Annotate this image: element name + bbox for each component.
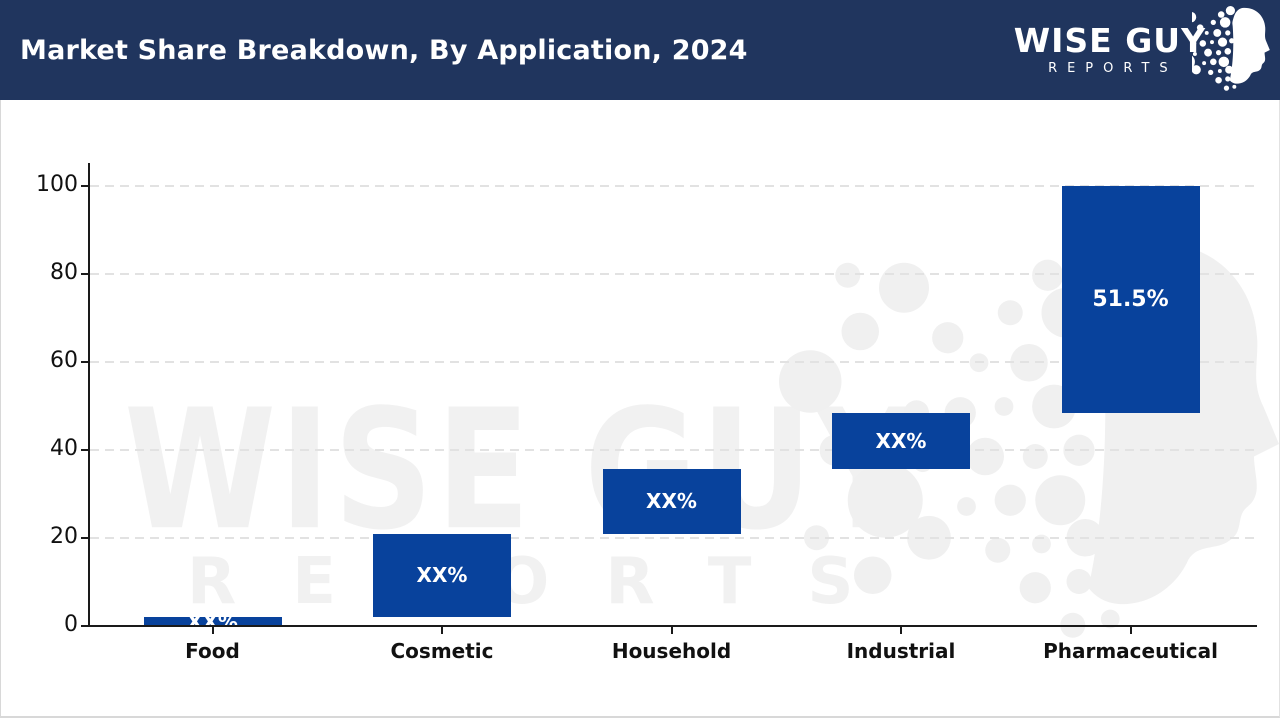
- y-tick: [81, 361, 89, 363]
- watermark-subtext: REPORTS: [187, 545, 910, 619]
- gridline: [90, 185, 1257, 187]
- gridline: [90, 449, 1257, 451]
- x-axis-line: [88, 625, 1257, 627]
- y-tick-label: 60: [50, 348, 78, 373]
- x-axis-label: Industrial: [846, 639, 956, 663]
- bar-food: XX%: [143, 617, 282, 626]
- y-tick-label: 40: [50, 436, 78, 461]
- bar-value-label: XX%: [875, 428, 927, 453]
- logo-subtitle: REPORTS: [1048, 61, 1178, 76]
- x-tick: [211, 627, 214, 634]
- y-tick: [81, 273, 89, 275]
- page-title: Market Share Breakdown, By Application, …: [20, 34, 748, 66]
- logo-wordmark: WISE GUY: [1013, 21, 1206, 60]
- x-axis-label: Pharmaceutical: [1043, 639, 1218, 663]
- wiseguy-logo-text: WISE GUY REPORTS: [1013, 21, 1206, 77]
- bar-cosmetic: XX%: [373, 533, 511, 618]
- x-axis-label: Food: [185, 639, 240, 663]
- x-tick: [441, 627, 443, 634]
- bar-value-label: XX%: [646, 489, 697, 514]
- gridline: [90, 537, 1257, 539]
- x-axis-label: Household: [611, 639, 732, 663]
- wiseguy-logo: WISE GUY REPORTS: [1014, 0, 1280, 100]
- bar-household: XX%: [602, 468, 741, 534]
- chart-area: WISE GUY REPORTS 0 20 40 60 80 100 XX% Food XX% C…: [0, 100, 1280, 718]
- y-tick-label: 80: [50, 260, 78, 285]
- y-tick: [81, 185, 89, 187]
- bar-value-label: XX%: [416, 563, 468, 588]
- bar-value-label: 51.5%: [1092, 286, 1169, 312]
- y-tick: [81, 625, 89, 627]
- gridline: [90, 361, 1257, 363]
- bar-value-label: XX%: [187, 617, 238, 626]
- y-tick-label: 100: [36, 172, 78, 197]
- bar-pharmaceutical: 51.5%: [1061, 186, 1200, 413]
- y-axis-line: [88, 163, 90, 627]
- y-tick: [81, 537, 89, 539]
- y-tick-label: 20: [50, 524, 78, 549]
- x-tick: [1129, 627, 1132, 634]
- x-tick: [670, 627, 673, 634]
- watermark-text: WISE GUY: [124, 373, 919, 567]
- gridline: [90, 273, 1257, 275]
- bar-industrial: XX%: [832, 412, 970, 469]
- x-tick: [900, 627, 902, 634]
- y-tick: [81, 449, 89, 451]
- y-tick-label: 0: [64, 612, 78, 637]
- x-axis-label: Cosmetic: [390, 639, 494, 663]
- header-bar: Market Share Breakdown, By Application, …: [0, 0, 1280, 100]
